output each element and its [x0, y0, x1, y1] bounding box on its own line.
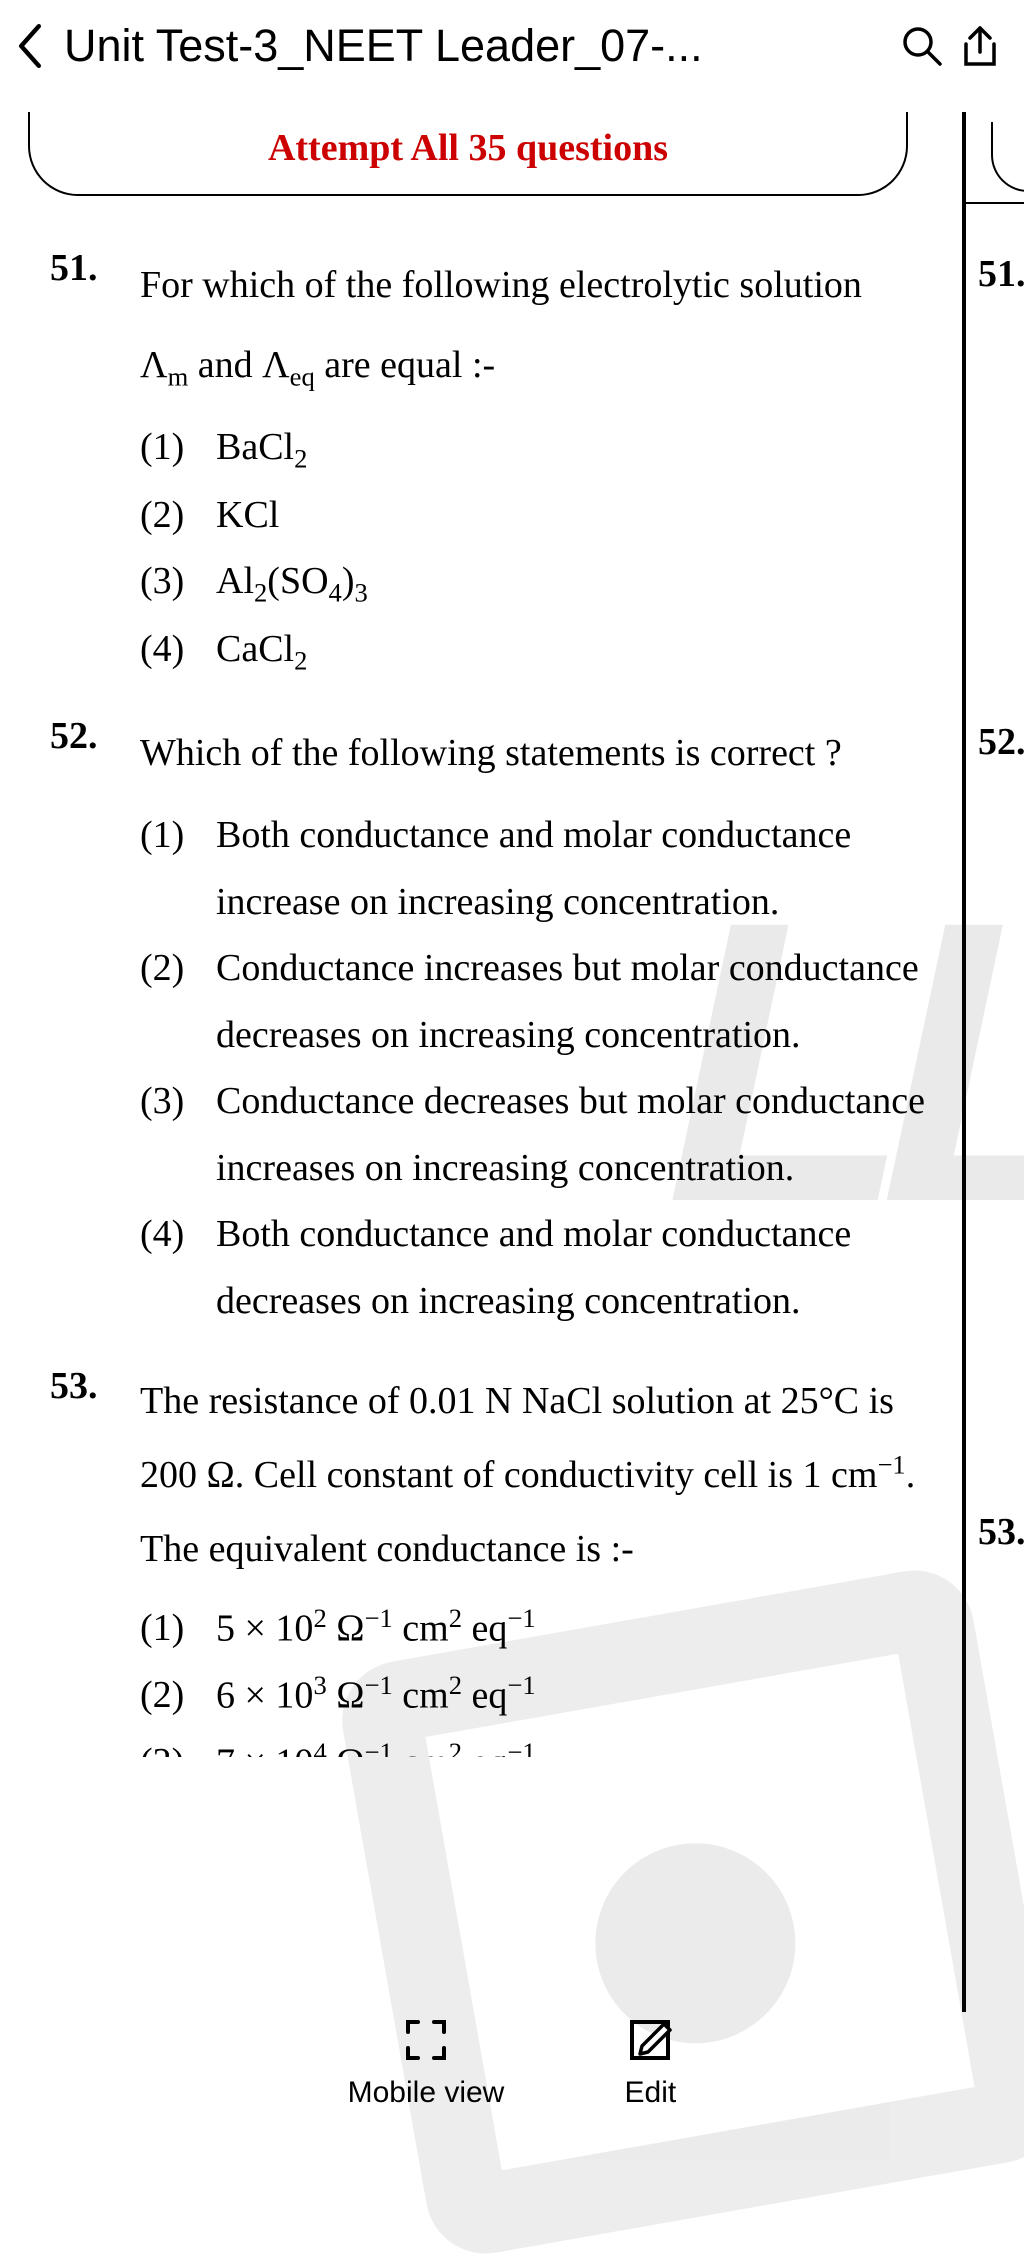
- instruction-banner: Attempt All 35 questions: [28, 112, 908, 196]
- option[interactable]: (3)Al2(SO4)3: [140, 548, 944, 616]
- bottom-toolbar: Mobile view Edit: [0, 2014, 1024, 2110]
- option[interactable]: (2)KCl: [140, 482, 944, 549]
- option[interactable]: (1)Both conductance and molar conductanc…: [140, 802, 944, 935]
- back-icon[interactable]: [10, 21, 50, 71]
- options-list: (1)5 × 102 Ω−1 cm2 eq−1 (2)6 × 103 Ω−1 c…: [140, 1595, 944, 1757]
- question-number: 52.: [50, 714, 98, 758]
- question-text: For which of the following electrolytic …: [140, 246, 944, 406]
- right-box-decoration: [991, 122, 1024, 192]
- search-icon[interactable]: [894, 21, 950, 71]
- page-title: Unit Test-3_NEET Leader_07-...: [64, 20, 894, 72]
- options-list: (1)BaCl2 (2)KCl (3)Al2(SO4)3 (4)CaCl2: [140, 414, 944, 685]
- instruction-text: Attempt All 35 questions: [268, 127, 668, 169]
- right-divider: [966, 202, 1024, 204]
- fullscreen-icon: [400, 2014, 452, 2066]
- options-list: (1)Both conductance and molar conductanc…: [140, 802, 944, 1334]
- option[interactable]: (1)5 × 102 Ω−1 cm2 eq−1: [140, 1595, 944, 1662]
- option[interactable]: (4)CaCl2: [140, 616, 944, 684]
- question-53: 53. The resistance of 0.01 N NaCl soluti…: [0, 1364, 1024, 1757]
- option[interactable]: (1)BaCl2: [140, 414, 944, 482]
- option[interactable]: (2)Conductance increases but molar condu…: [140, 935, 944, 1068]
- question-number: 51.: [50, 246, 98, 290]
- option[interactable]: (2)7 × 104 Ω−1 cm2 eq−1: [140, 1729, 944, 1757]
- mobile-view-button[interactable]: Mobile view: [348, 2014, 505, 2110]
- option[interactable]: (3)Conductance decreases but molar condu…: [140, 1068, 944, 1201]
- question-text: The resistance of 0.01 N NaCl solution a…: [140, 1364, 944, 1586]
- content-area: Attempt All 35 questions 51. 52. 53. LL …: [0, 112, 1024, 1757]
- question-51: 51. For which of the following electroly…: [0, 246, 1024, 684]
- header-bar: Unit Test-3_NEET Leader_07-...: [0, 0, 1024, 102]
- question-text: Which of the following statements is cor…: [140, 714, 944, 794]
- option[interactable]: (2)6 × 103 Ω−1 cm2 eq−1: [140, 1662, 944, 1729]
- edit-icon: [624, 2014, 676, 2066]
- question-number: 53.: [50, 1364, 98, 1408]
- share-icon[interactable]: [950, 21, 1006, 71]
- edit-label: Edit: [625, 2076, 677, 2110]
- question-52: 52. Which of the following statements is…: [0, 714, 1024, 1334]
- edit-button[interactable]: Edit: [624, 2014, 676, 2110]
- mobile-view-label: Mobile view: [348, 2076, 505, 2110]
- option[interactable]: (4)Both conductance and molar conductanc…: [140, 1201, 944, 1334]
